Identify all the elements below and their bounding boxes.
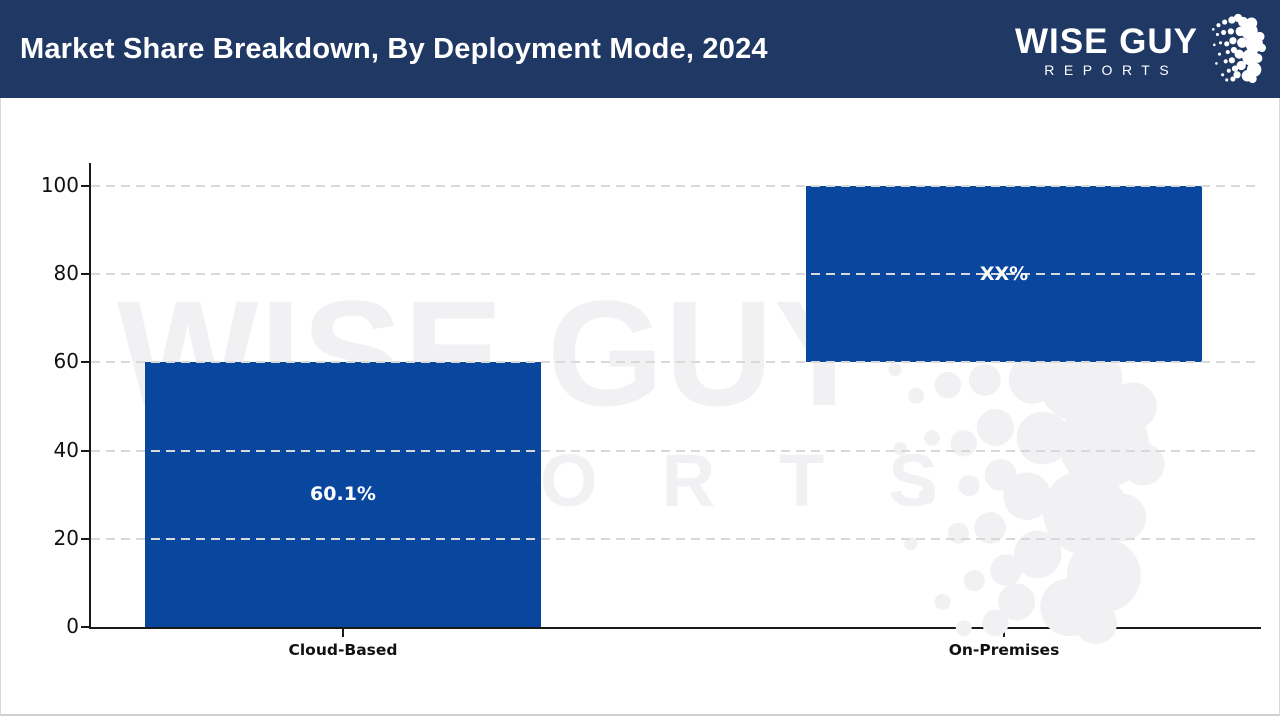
y-tick-label: 0 [66, 614, 79, 638]
y-tick-label: 100 [40, 173, 79, 197]
y-tick-mark [81, 537, 91, 540]
x-category-label-on-premises: On-Premises [948, 641, 1060, 659]
y-tick-label: 80 [53, 261, 79, 286]
gridline-20 [91, 537, 1261, 540]
brand-logo-text: WISE GUY REPORTS [1015, 24, 1198, 77]
plot-area: 60.1% XX% 0 20 40 60 80 100 Cloud-Based On-Premis… [41, 163, 1261, 659]
gridline-80 [91, 273, 1261, 276]
y-tick-label: 60 [53, 349, 79, 374]
bar-value-label: 60.1% [310, 483, 376, 506]
gridline-40 [91, 449, 1261, 452]
chart-title: Market Share Breakdown, By Deployment Mo… [20, 32, 768, 65]
y-tick-mark [81, 185, 91, 187]
y-tick-mark [81, 626, 91, 628]
x-tick-mark [342, 629, 344, 637]
y-tick-mark [81, 449, 91, 452]
chart-card: WISE GUY REPORTS 60.1% XX% 0 20 40 60 80 100 Clo… [0, 98, 1280, 716]
y-tick-label: 40 [53, 437, 79, 462]
gridline-60 [91, 361, 1261, 364]
y-tick-mark [81, 361, 91, 364]
brand-name: WISE GUY [1014, 21, 1198, 61]
gridline-100 [91, 185, 1261, 187]
bar-value-label: XX% [979, 263, 1029, 286]
header-bar: Market Share Breakdown, By Deployment Mo… [0, 0, 1280, 98]
bar-cloud-based [145, 361, 541, 627]
dotted-face-profile-icon [1212, 13, 1266, 84]
brand-subtitle: REPORTS [1044, 61, 1179, 78]
y-tick-mark [81, 273, 91, 276]
brand-logo: WISE GUY REPORTS [1015, 10, 1266, 90]
x-category-label-cloud-based: Cloud-Based [288, 641, 398, 659]
y-tick-label: 20 [53, 525, 79, 550]
